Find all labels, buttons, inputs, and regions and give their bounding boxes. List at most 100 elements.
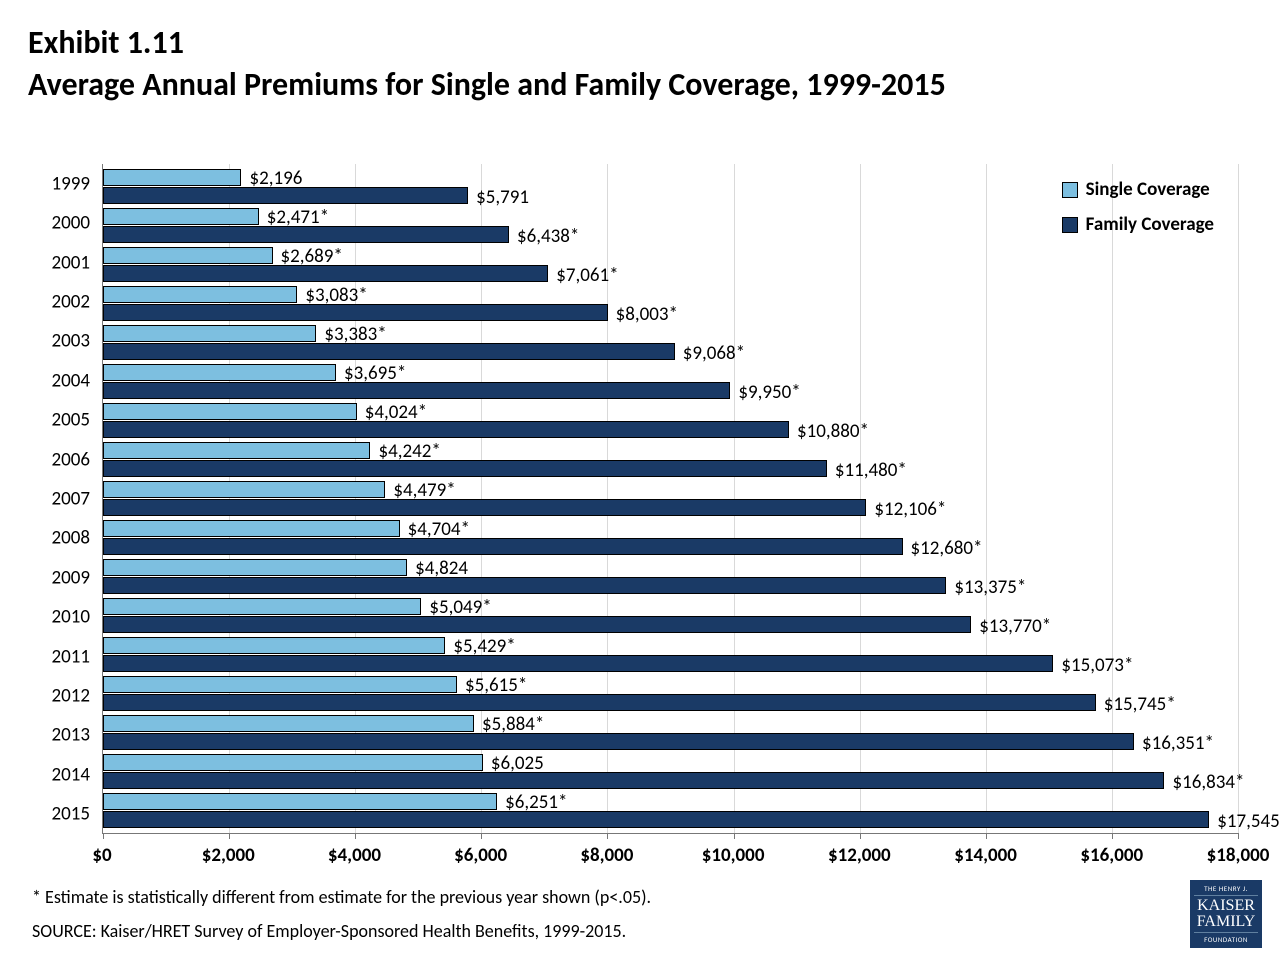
- bar-family: [103, 655, 1053, 671]
- bar-row: $3,383*$9,068*: [103, 324, 1238, 361]
- value-label-family: $16,834*: [1172, 771, 1244, 794]
- bar-row: $4,479*$12,106*: [103, 480, 1238, 517]
- bar-single: [103, 208, 259, 224]
- y-tick-label: 2009: [51, 566, 90, 589]
- value-label-family: $15,745*: [1104, 693, 1176, 716]
- y-tick-label: 2008: [51, 527, 90, 550]
- x-tick-label: $0: [92, 844, 111, 867]
- bar-row: $4,824$13,375*: [103, 558, 1238, 595]
- y-tick-label: 2014: [51, 763, 90, 786]
- x-tick-label: $8,000: [580, 844, 633, 867]
- bar-row: $5,884*$16,351*: [103, 714, 1238, 751]
- bar-single: [103, 598, 421, 614]
- value-label-family: $17,545*: [1217, 810, 1280, 833]
- bar-single: [103, 715, 474, 731]
- bar-row: $4,242*$11,480*: [103, 441, 1238, 478]
- bar-family: [103, 460, 827, 476]
- bar-family: [103, 538, 903, 554]
- logo-line3: FOUNDATION: [1194, 932, 1258, 944]
- y-tick-label: 2003: [51, 330, 90, 353]
- logo-line2a: KAISER: [1190, 898, 1262, 914]
- x-tick-label: $10,000: [702, 844, 765, 867]
- value-label-family: $13,375*: [954, 576, 1026, 599]
- y-tick-label: 2007: [51, 488, 90, 511]
- logo-line1: THE HENRY J.: [1194, 884, 1258, 896]
- value-label-family: $10,880*: [797, 420, 869, 443]
- bar-row: $2,689*$7,061*: [103, 246, 1238, 283]
- legend-swatch-single: [1062, 182, 1078, 198]
- bar-single: [103, 754, 483, 770]
- y-axis-labels: 1999200020012002200320042005200620072008…: [28, 164, 98, 834]
- value-label-family: $9,068*: [683, 342, 745, 365]
- bar-single: [103, 676, 457, 692]
- bar-single: [103, 286, 297, 302]
- value-label-family: $16,351*: [1142, 732, 1214, 755]
- value-label-family: $11,480*: [835, 459, 907, 482]
- source-line: SOURCE: Kaiser/HRET Survey of Employer-S…: [32, 920, 626, 942]
- bar-single: [103, 520, 400, 536]
- y-tick-label: 2006: [51, 448, 90, 471]
- bar-family: [103, 382, 730, 398]
- x-tick-label: $2,000: [202, 844, 255, 867]
- y-tick-label: 2005: [51, 409, 90, 432]
- y-tick-label: 2013: [51, 724, 90, 747]
- value-label-family: $8,003*: [616, 303, 678, 326]
- bar-rows: $2,196$5,791$2,471*$6,438*$2,689*$7,061*…: [103, 168, 1238, 829]
- bar-row: $6,251*$17,545*: [103, 792, 1238, 829]
- x-axis-labels: $0$2,000$4,000$6,000$8,000$10,000$12,000…: [102, 838, 1238, 878]
- kaiser-logo: THE HENRY J. KAISER FAMILY FOUNDATION: [1190, 880, 1262, 948]
- bar-family: [103, 694, 1096, 710]
- value-label-family: $12,106*: [874, 498, 946, 521]
- bar-single: [103, 403, 357, 419]
- y-tick-label: 1999: [51, 172, 90, 195]
- x-tick-label: $12,000: [828, 844, 891, 867]
- footnote: * Estimate is statistically different fr…: [32, 886, 651, 908]
- y-tick-label: 2010: [51, 606, 90, 629]
- x-tick-label: $18,000: [1207, 844, 1270, 867]
- y-tick-label: 2001: [51, 251, 90, 274]
- plot-area: $2,196$5,791$2,471*$6,438*$2,689*$7,061*…: [102, 164, 1238, 834]
- bar-family: [103, 616, 971, 632]
- exhibit-label: Exhibit 1.11: [28, 24, 1252, 62]
- bar-family: [103, 811, 1209, 827]
- bar-family: [103, 304, 608, 320]
- x-tick-label: $4,000: [328, 844, 381, 867]
- bar-family: [103, 772, 1164, 788]
- y-tick-label: 2015: [51, 803, 90, 826]
- legend-label-single: Single Coverage: [1086, 178, 1210, 201]
- chart-title: Average Annual Premiums for Single and F…: [28, 66, 1128, 104]
- x-tick-label: $14,000: [954, 844, 1017, 867]
- bar-single: [103, 442, 370, 458]
- value-label-family: $5,791: [476, 186, 529, 209]
- x-tick-label: $16,000: [1080, 844, 1143, 867]
- legend-swatch-family: [1062, 217, 1078, 233]
- bar-row: $5,615*$15,745*: [103, 675, 1238, 712]
- bar-row: $5,049*$13,770*: [103, 597, 1238, 634]
- bar-single: [103, 364, 336, 380]
- y-tick-label: 2000: [51, 212, 90, 235]
- value-label-family: $6,438*: [517, 225, 579, 248]
- bar-row: $4,024*$10,880*: [103, 402, 1238, 439]
- x-tickmark: [1238, 833, 1239, 839]
- bar-family: [103, 187, 468, 203]
- bar-single: [103, 481, 385, 497]
- bar-family: [103, 733, 1134, 749]
- bar-single: [103, 559, 407, 575]
- y-tick-label: 2012: [51, 685, 90, 708]
- bar-family: [103, 499, 866, 515]
- slide: Exhibit 1.11 Average Annual Premiums for…: [0, 0, 1280, 960]
- legend-item-single: Single Coverage: [1062, 178, 1214, 201]
- value-label-family: $9,950*: [738, 381, 800, 404]
- legend-label-family: Family Coverage: [1086, 213, 1214, 236]
- y-tick-label: 2002: [51, 290, 90, 313]
- bar-single: [103, 247, 273, 263]
- logo-line2b: FAMILY: [1190, 914, 1262, 930]
- bar-single: [103, 325, 316, 341]
- value-label-family: $12,680*: [911, 537, 983, 560]
- bar-family: [103, 577, 946, 593]
- bar-single: [103, 169, 241, 185]
- bar-family: [103, 421, 789, 437]
- chart: $2,196$5,791$2,471*$6,438*$2,689*$7,061*…: [28, 158, 1238, 878]
- value-label-family: $15,073*: [1061, 654, 1133, 677]
- bar-family: [103, 343, 675, 359]
